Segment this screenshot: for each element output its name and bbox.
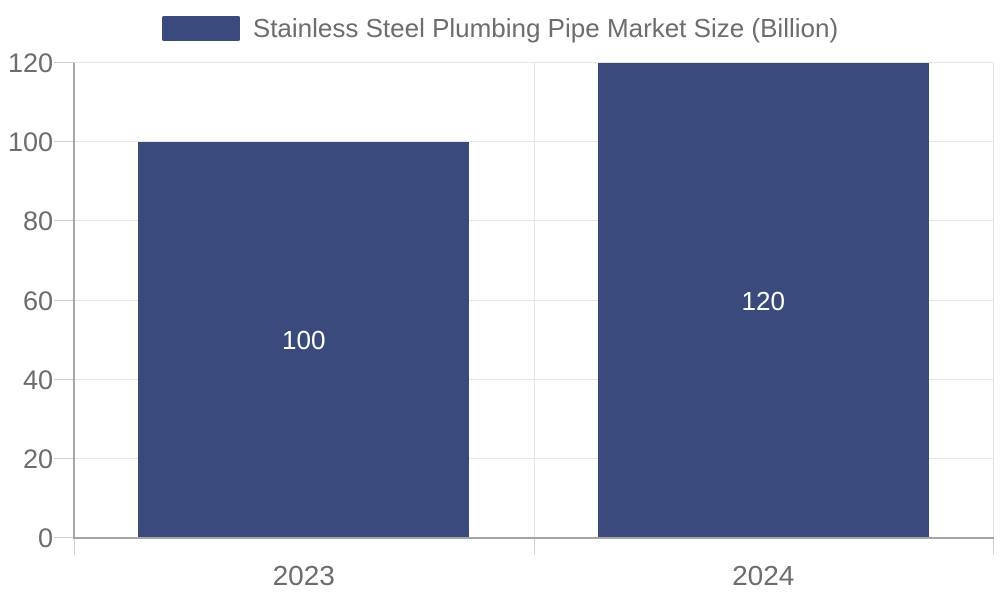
y-tick-label: 60 — [22, 285, 53, 316]
y-tick — [54, 62, 74, 63]
y-gridline — [74, 141, 993, 143]
y-tick-label: 0 — [37, 523, 53, 553]
bar-2023[interactable]: 100 — [138, 142, 470, 538]
y-tick-label: 20 — [22, 443, 53, 474]
y-gridline — [74, 457, 993, 459]
y-gridline — [74, 220, 993, 222]
x-gridline — [533, 63, 535, 538]
y-tick-label: 120 — [7, 48, 53, 78]
bar-value-label: 120 — [741, 285, 785, 316]
y-axis-line — [73, 63, 75, 538]
y-tick — [54, 457, 74, 459]
y-tick-label: 40 — [22, 364, 53, 395]
y-tick-label: 80 — [22, 206, 53, 237]
y-tick-label: 100 — [7, 127, 53, 158]
y-gridline — [74, 62, 993, 63]
bar-value-label: 100 — [282, 325, 326, 356]
x-tick — [74, 539, 75, 555]
x-axis-line — [73, 537, 994, 539]
y-gridline — [74, 378, 993, 380]
plot-border-right — [993, 63, 994, 538]
y-tick — [54, 537, 74, 538]
y-tick — [54, 299, 74, 301]
chart-legend[interactable]: Stainless Steel Plumbing Pipe Market Siz… — [0, 13, 1000, 43]
y-tick — [54, 141, 74, 143]
x-category-label: 2023 — [272, 560, 335, 591]
x-tick — [993, 539, 994, 555]
legend-swatch-icon — [161, 15, 240, 41]
y-tick — [54, 378, 74, 380]
y-tick — [54, 220, 74, 222]
legend-label: Stainless Steel Plumbing Pipe Market Siz… — [252, 13, 839, 43]
x-tick — [533, 539, 535, 555]
x-category-label: 2024 — [732, 560, 795, 591]
y-gridline — [74, 299, 993, 301]
bar-2024[interactable]: 120 — [597, 63, 929, 538]
